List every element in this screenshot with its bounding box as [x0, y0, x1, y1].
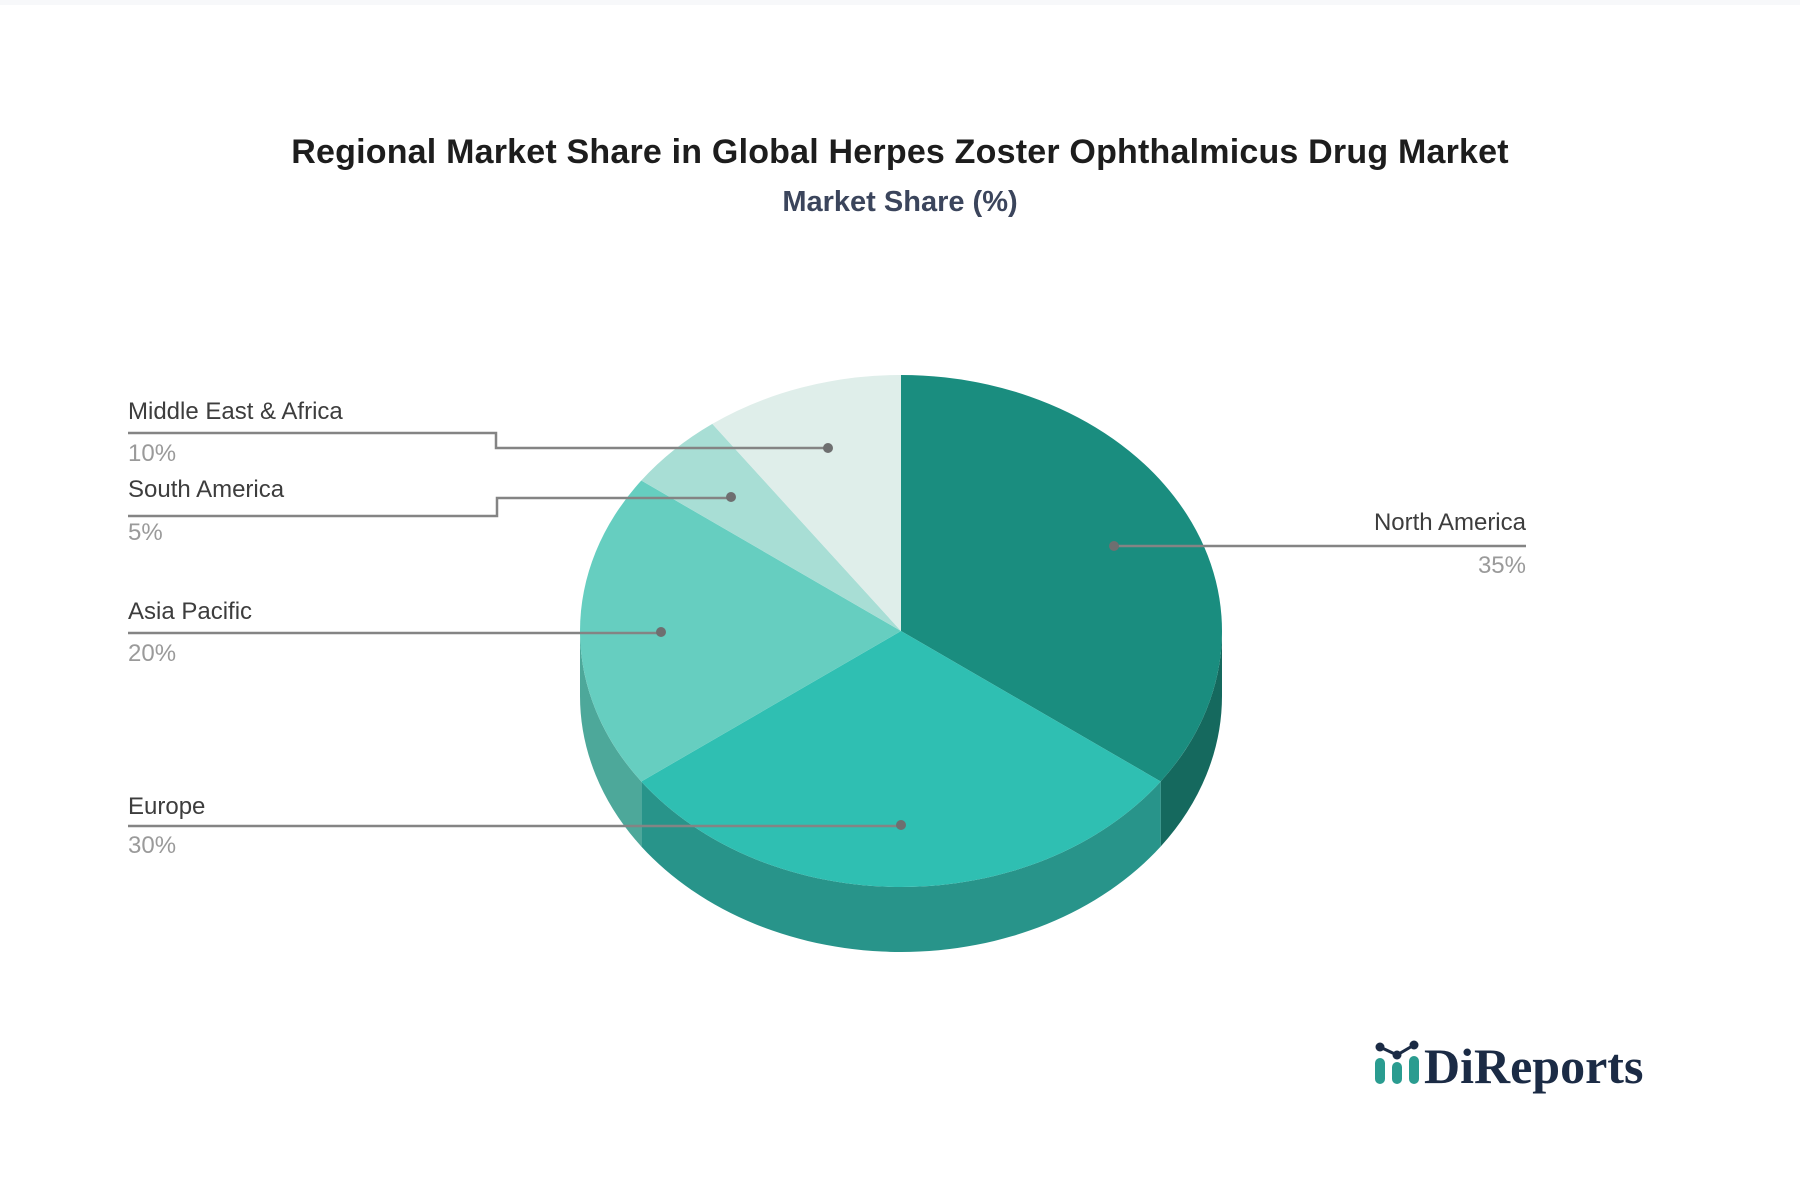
leader-dot-north-america: [1109, 541, 1119, 551]
leader-dot-middle-east-africa: [823, 443, 833, 453]
value-north-america: 35%: [1477, 552, 1526, 579]
slice-side-north-america: [1160, 631, 1222, 847]
value-europe: 30%: [128, 832, 177, 859]
value-middle-east-africa: 10%: [128, 440, 177, 467]
leader-line-middle-east-africa: [128, 431, 828, 450]
chart-subtitle: Market Share (%): [782, 186, 1018, 218]
leader-dot-south-america: [726, 492, 736, 502]
label-asia-pacific: Asia Pacific: [128, 598, 253, 625]
value-south-america: 5%: [128, 519, 163, 546]
slice-asia-pacific[interactable]: [580, 480, 901, 782]
slice-north-america[interactable]: [901, 375, 1222, 782]
slice-middle-east-africa[interactable]: [712, 375, 901, 631]
leader-line-south-america: [128, 496, 731, 518]
slice-side-asia-pacific: [580, 631, 642, 847]
leader-dot-asia-pacific: [656, 627, 666, 637]
slice-europe[interactable]: [641, 631, 1161, 887]
label-north-america: North America: [1373, 509, 1526, 536]
label-south-america: South America: [128, 476, 285, 503]
chart-title: Regional Market Share in Global Herpes Z…: [291, 133, 1509, 171]
direports-logo-icon: [1375, 1040, 1419, 1084]
label-middle-east-africa: Middle East & Africa: [128, 398, 343, 425]
slice-side-europe: [641, 781, 1161, 952]
leader-dot-europe: [896, 820, 906, 830]
value-asia-pacific: 20%: [128, 640, 177, 667]
direports-logo-text: DiReports: [1424, 1038, 1644, 1094]
page-top-edge: [0, 0, 1800, 5]
label-europe: Europe: [128, 793, 206, 820]
slice-south-america[interactable]: [641, 423, 901, 631]
